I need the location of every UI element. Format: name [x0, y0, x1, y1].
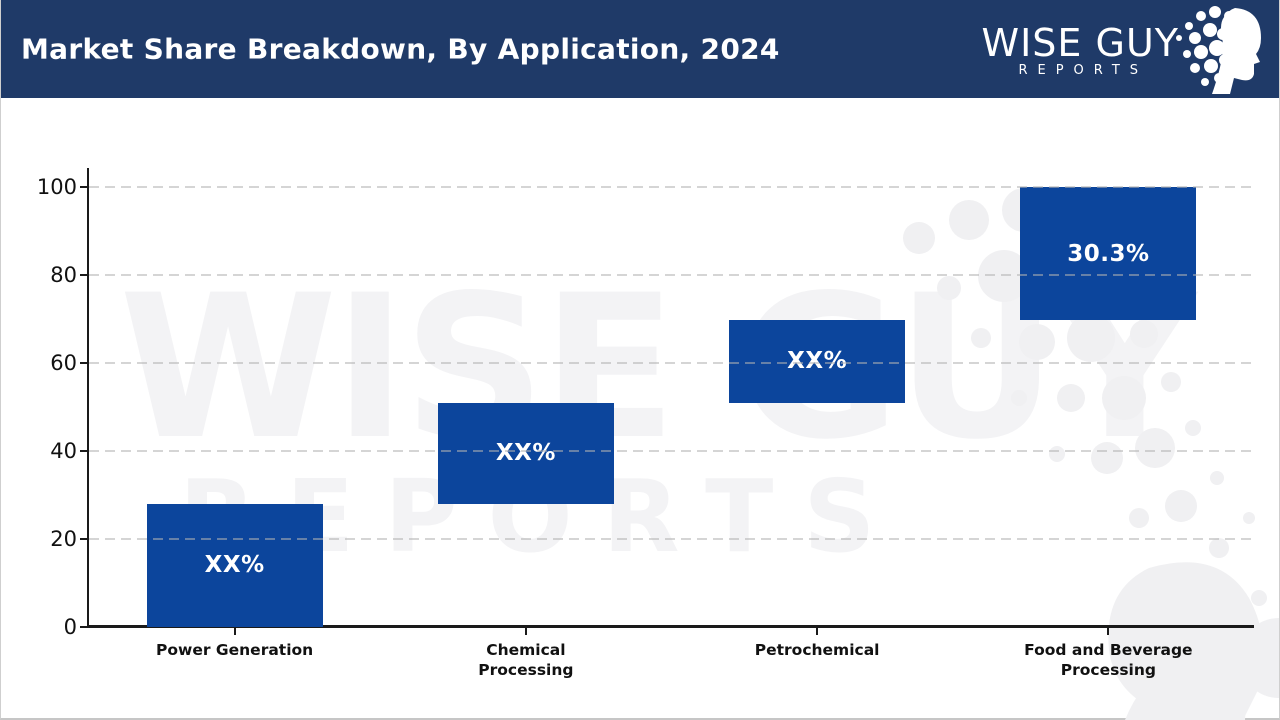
- y-gridline-100: [89, 186, 1254, 188]
- y-tick-mark-20: [80, 538, 88, 540]
- y-tick-mark-100: [80, 186, 88, 188]
- brand-logo-line1: WISE GUY: [981, 20, 1179, 65]
- x-category-label-line: Chemical: [486, 641, 566, 659]
- x-tick-mark-3: [1107, 628, 1110, 635]
- y-tick-label-80: 80: [50, 263, 77, 287]
- bar-segment-3: 30.3%: [1020, 187, 1197, 321]
- x-category-label-0: Power Generation: [85, 640, 385, 660]
- x-category-label-2: Petrochemical: [667, 640, 967, 660]
- bar-segment-2: XX%: [729, 320, 906, 403]
- bar-value-label-3: 30.3%: [1067, 240, 1150, 267]
- page-title: Market Share Breakdown, By Application, …: [21, 32, 780, 66]
- y-gridline-20: [89, 538, 1254, 540]
- y-gridline-80: [89, 274, 1254, 276]
- bar-value-label-2: XX%: [787, 348, 848, 375]
- y-tick-label-20: 20: [50, 527, 77, 551]
- x-category-label-3: Food and Beverage Processing: [958, 640, 1258, 680]
- y-tick-mark-60: [80, 362, 88, 364]
- y-tick-label-0: 0: [63, 615, 77, 639]
- header-bar: Market Share Breakdown, By Application, …: [1, 0, 1279, 98]
- y-tick-label-60: 60: [50, 351, 77, 375]
- bar-value-label-1: XX%: [495, 440, 556, 467]
- x-axis-line: [87, 625, 1254, 628]
- x-tick-mark-2: [816, 628, 819, 635]
- y-tick-mark-80: [80, 274, 88, 276]
- brand-face-icon: [1176, 6, 1261, 94]
- x-tick-mark-1: [524, 628, 527, 635]
- watermark-wordmark: WISE GUY: [119, 252, 1197, 483]
- bar-value-label-0: XX%: [204, 552, 265, 579]
- x-category-label-line: Processing: [1060, 661, 1156, 679]
- bar-segment-0: XX%: [146, 503, 323, 627]
- y-tick-mark-0: [80, 626, 88, 628]
- y-gridline-60: [89, 362, 1254, 364]
- y-axis-line: [87, 168, 89, 627]
- x-tick-mark-0: [233, 628, 236, 635]
- brand-logo-text: WISE GUY REPORTS: [982, 23, 1179, 78]
- x-category-label-line: Food and Beverage: [1024, 641, 1193, 659]
- bar-segment-1: XX%: [437, 402, 614, 504]
- x-category-label-1: Chemical Processing: [376, 640, 676, 680]
- brand-logo-line2: REPORTS: [1018, 62, 1149, 78]
- x-category-label-line: Petrochemical: [754, 641, 880, 659]
- x-category-label-line: Processing: [478, 661, 574, 679]
- y-gridline-40: [89, 450, 1254, 452]
- y-tick-mark-40: [80, 450, 88, 452]
- brand-logo: WISE GUY REPORTS: [982, 4, 1269, 96]
- x-category-label-line: Power Generation: [156, 641, 314, 659]
- y-tick-label-100: 100: [36, 175, 77, 199]
- y-tick-label-40: 40: [50, 439, 77, 463]
